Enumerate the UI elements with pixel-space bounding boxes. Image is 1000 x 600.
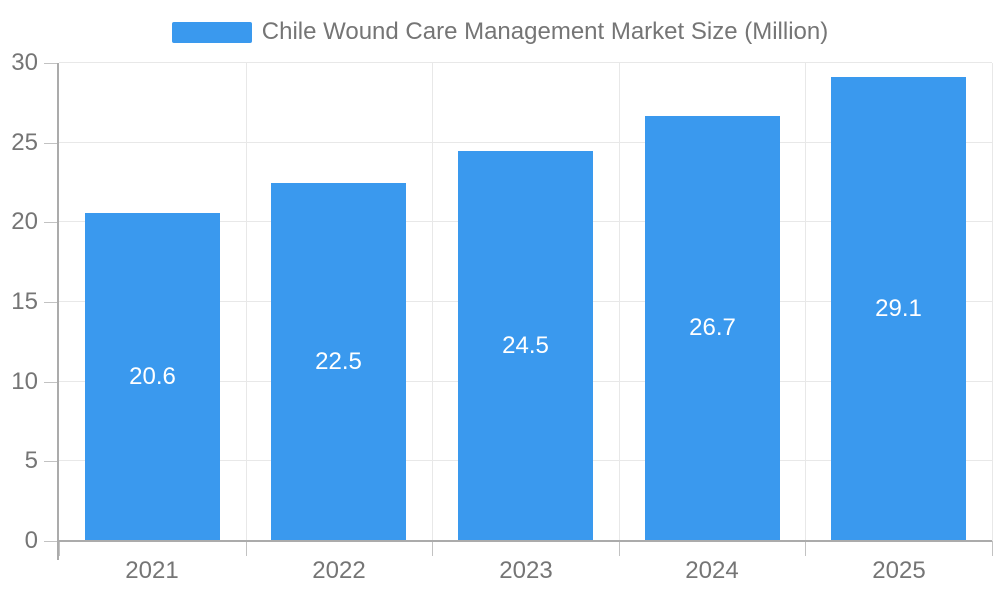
x-tick <box>59 541 60 556</box>
bar-2024[interactable]: 26.7 <box>645 116 780 540</box>
bar-2023[interactable]: 24.5 <box>458 151 593 540</box>
y-axis-label: 15 <box>11 288 38 315</box>
y-axis-label: 25 <box>11 129 38 156</box>
bar-2021[interactable]: 20.6 <box>85 213 220 540</box>
bar-value-label: 22.5 <box>315 347 362 375</box>
v-gridline <box>432 63 433 541</box>
h-gridline <box>59 142 992 143</box>
y-tick <box>44 461 57 462</box>
bar-value-label: 24.5 <box>502 331 549 359</box>
x-axis-label: 2021 <box>125 557 179 584</box>
y-axis-label: 30 <box>11 49 38 76</box>
bar-2022[interactable]: 22.5 <box>271 183 406 540</box>
x-axis-line <box>57 540 992 542</box>
x-tick <box>992 541 993 556</box>
x-axis-label: 2022 <box>312 557 366 584</box>
y-axis-line <box>57 63 59 560</box>
y-tick <box>44 63 57 64</box>
legend: Chile Wound Care Management Market Size … <box>0 20 1000 44</box>
h-gridline <box>59 62 992 63</box>
bar-value-label: 20.6 <box>129 362 176 390</box>
v-gridline <box>805 63 806 541</box>
y-axis-label: 20 <box>11 208 38 235</box>
y-axis-label: 10 <box>11 368 38 395</box>
v-gridline <box>246 63 247 541</box>
v-gridline <box>992 63 993 541</box>
bar-2025[interactable]: 29.1 <box>831 77 966 540</box>
legend-swatch[interactable] <box>171 21 252 43</box>
bar-value-label: 29.1 <box>875 294 922 322</box>
x-tick <box>805 541 806 556</box>
y-tick <box>44 143 57 144</box>
x-axis-label: 2024 <box>685 557 739 584</box>
y-tick <box>44 541 57 542</box>
x-axis-label: 2025 <box>872 557 926 584</box>
x-tick <box>246 541 247 556</box>
y-tick <box>44 302 57 303</box>
x-tick <box>619 541 620 556</box>
chart-title[interactable]: Chile Wound Care Management Market Size … <box>261 18 829 45</box>
y-tick <box>44 222 57 223</box>
y-tick <box>44 382 57 383</box>
y-axis-label: 5 <box>24 447 38 474</box>
v-gridline <box>619 63 620 541</box>
x-axis-label: 2023 <box>499 557 553 584</box>
x-tick <box>432 541 433 556</box>
bar-value-label: 26.7 <box>689 314 736 341</box>
y-axis-label: 0 <box>24 527 38 554</box>
